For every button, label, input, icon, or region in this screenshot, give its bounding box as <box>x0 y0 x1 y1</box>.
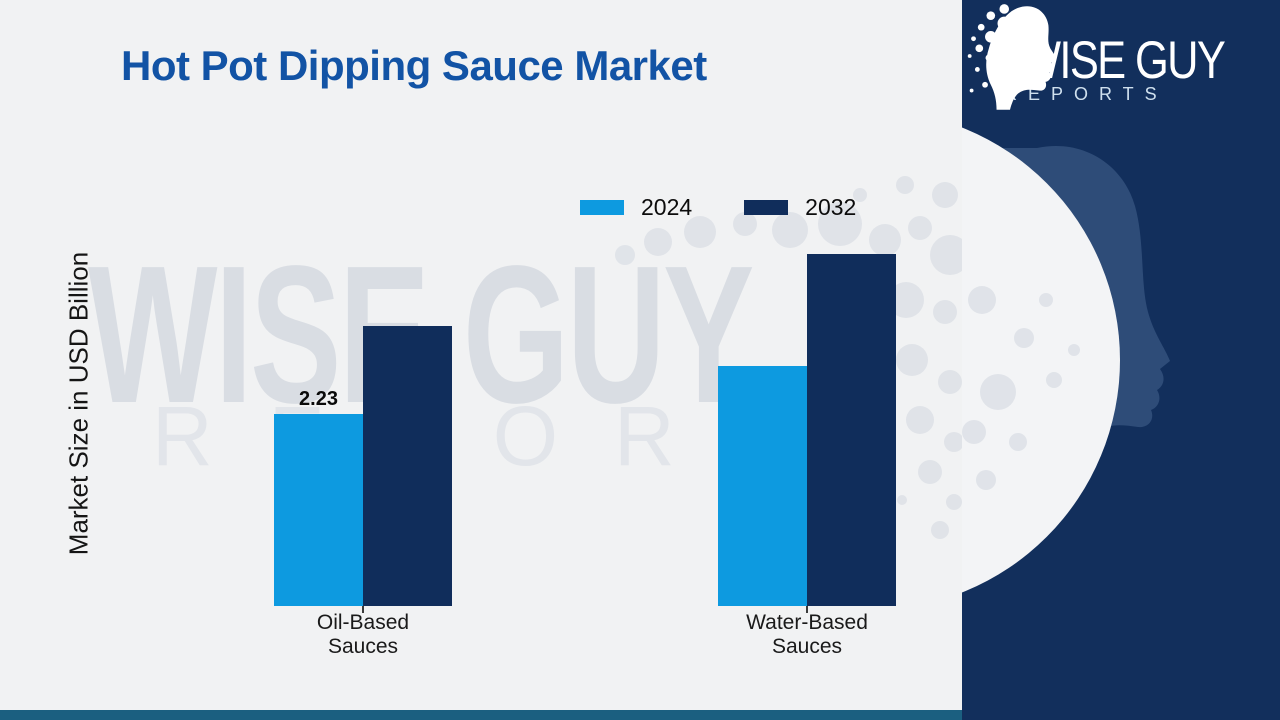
category-oil-line1: Oil-Based <box>316 611 410 634</box>
page-title: Hot Pot Dipping Sauce Market <box>121 42 707 89</box>
category-water-line2: Sauces <box>771 635 843 658</box>
legend-swatch-2032 <box>744 200 789 215</box>
x-axis-tick-water <box>806 606 808 613</box>
brand-logo-face-icon <box>967 4 1056 110</box>
bar-water-based-2024 <box>718 366 807 606</box>
brand-panel-art <box>962 127 1170 593</box>
legend-label-2024: 2024 <box>641 194 693 220</box>
legend-item-2032: 2032 <box>744 194 856 221</box>
category-water-line1: Water-Based <box>746 611 868 634</box>
footer-accent-strip <box>0 710 962 720</box>
bar-water-based-2032 <box>807 254 896 606</box>
category-oil-line2: Sauces <box>327 635 399 658</box>
legend-item-2024: 2024 <box>580 194 692 221</box>
bar-oil-based-2032 <box>363 326 452 606</box>
background-circle <box>962 127 1120 593</box>
category-label-water-based: Water-Based Sauces <box>667 611 947 659</box>
bar-oil-based-2024 <box>274 414 363 606</box>
brand-logo-text: WISE GUY <box>1020 31 1226 90</box>
legend-label-2032: 2032 <box>805 194 857 220</box>
bar-value-label: 2.23 <box>299 388 338 410</box>
category-label-oil-based: Oil-Based Sauces <box>223 611 503 659</box>
brand-panel: WISE GUY REPORTS <box>962 0 1280 720</box>
chart-legend: 2024 2032 <box>580 194 856 221</box>
x-axis-tick-oil <box>362 606 364 613</box>
y-axis-label: Market Size in USD Billion <box>63 251 94 556</box>
legend-swatch-2024 <box>580 200 624 215</box>
